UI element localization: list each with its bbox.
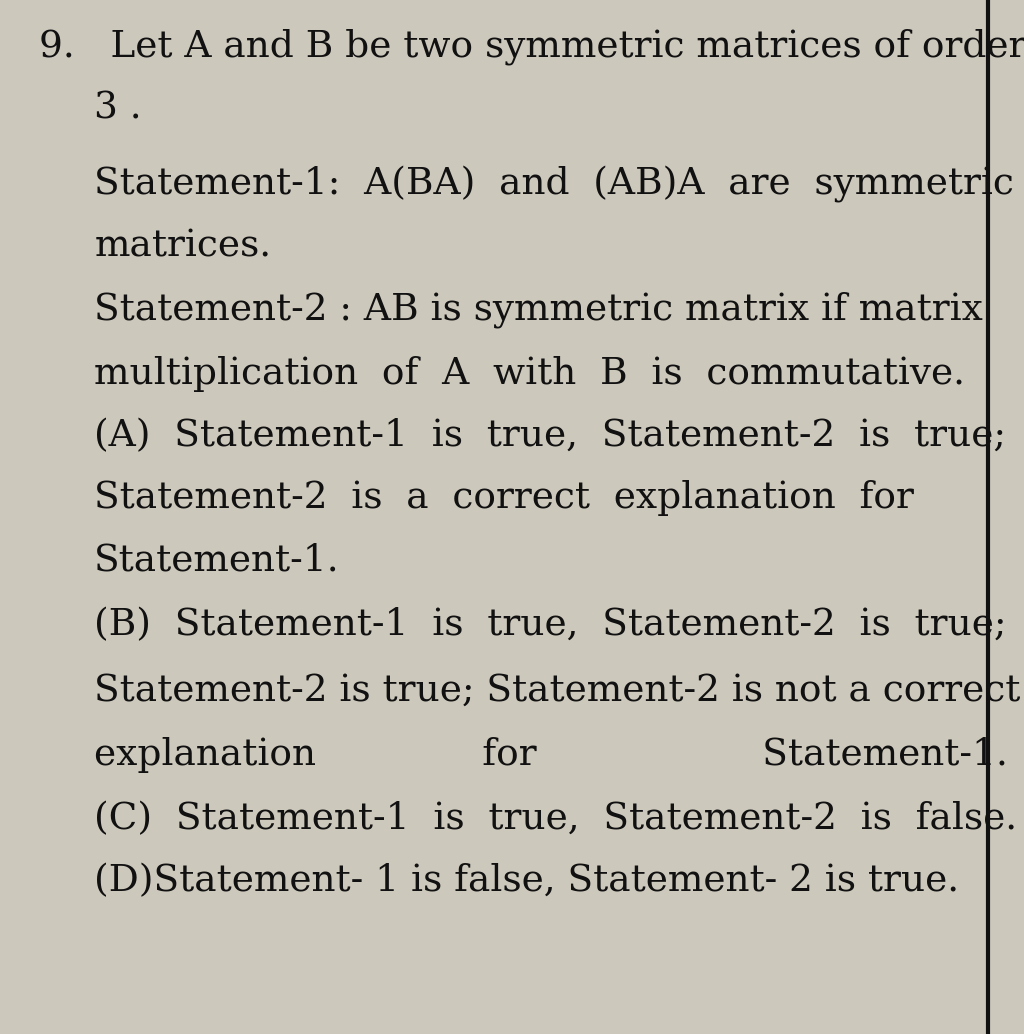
Text: multiplication  of  A  with  B  is  commutative.: multiplication of A with B is commutativ… <box>94 357 966 392</box>
Text: Statement-2 : AB is symmetric matrix if matrix: Statement-2 : AB is symmetric matrix if … <box>94 292 983 329</box>
Text: Statement-2 is true; Statement-2 is not a correct: Statement-2 is true; Statement-2 is not … <box>94 673 1021 708</box>
Text: (B)  Statement-1  is  true,  Statement-2  is  true;: (B) Statement-1 is true, Statement-2 is … <box>94 608 1007 643</box>
Text: Statement-1:  A(BA)  and  (AB)A  are  symmetric: Statement-1: A(BA) and (AB)A are symmetr… <box>94 165 1014 203</box>
Text: matrices.: matrices. <box>94 229 271 264</box>
Text: 3 .: 3 . <box>94 91 142 126</box>
Text: 9.   Let A and B be two symmetric matrices of order: 9. Let A and B be two symmetric matrices… <box>39 28 1024 65</box>
Text: (D)Statement- 1 is false, Statement- 2 is true.: (D)Statement- 1 is false, Statement- 2 i… <box>94 863 959 899</box>
Text: (C)  Statement-1  is  true,  Statement-2  is  false.: (C) Statement-1 is true, Statement-2 is … <box>94 801 1017 837</box>
Text: (A)  Statement-1  is  true,  Statement-2  is  true;: (A) Statement-1 is true, Statement-2 is … <box>94 419 1007 454</box>
Text: explanation              for                   Statement-1.: explanation for Statement-1. <box>94 737 1008 772</box>
Text: Statement-2  is  a  correct  explanation  for: Statement-2 is a correct explanation for <box>94 481 914 516</box>
Text: Statement-1.: Statement-1. <box>94 543 340 578</box>
